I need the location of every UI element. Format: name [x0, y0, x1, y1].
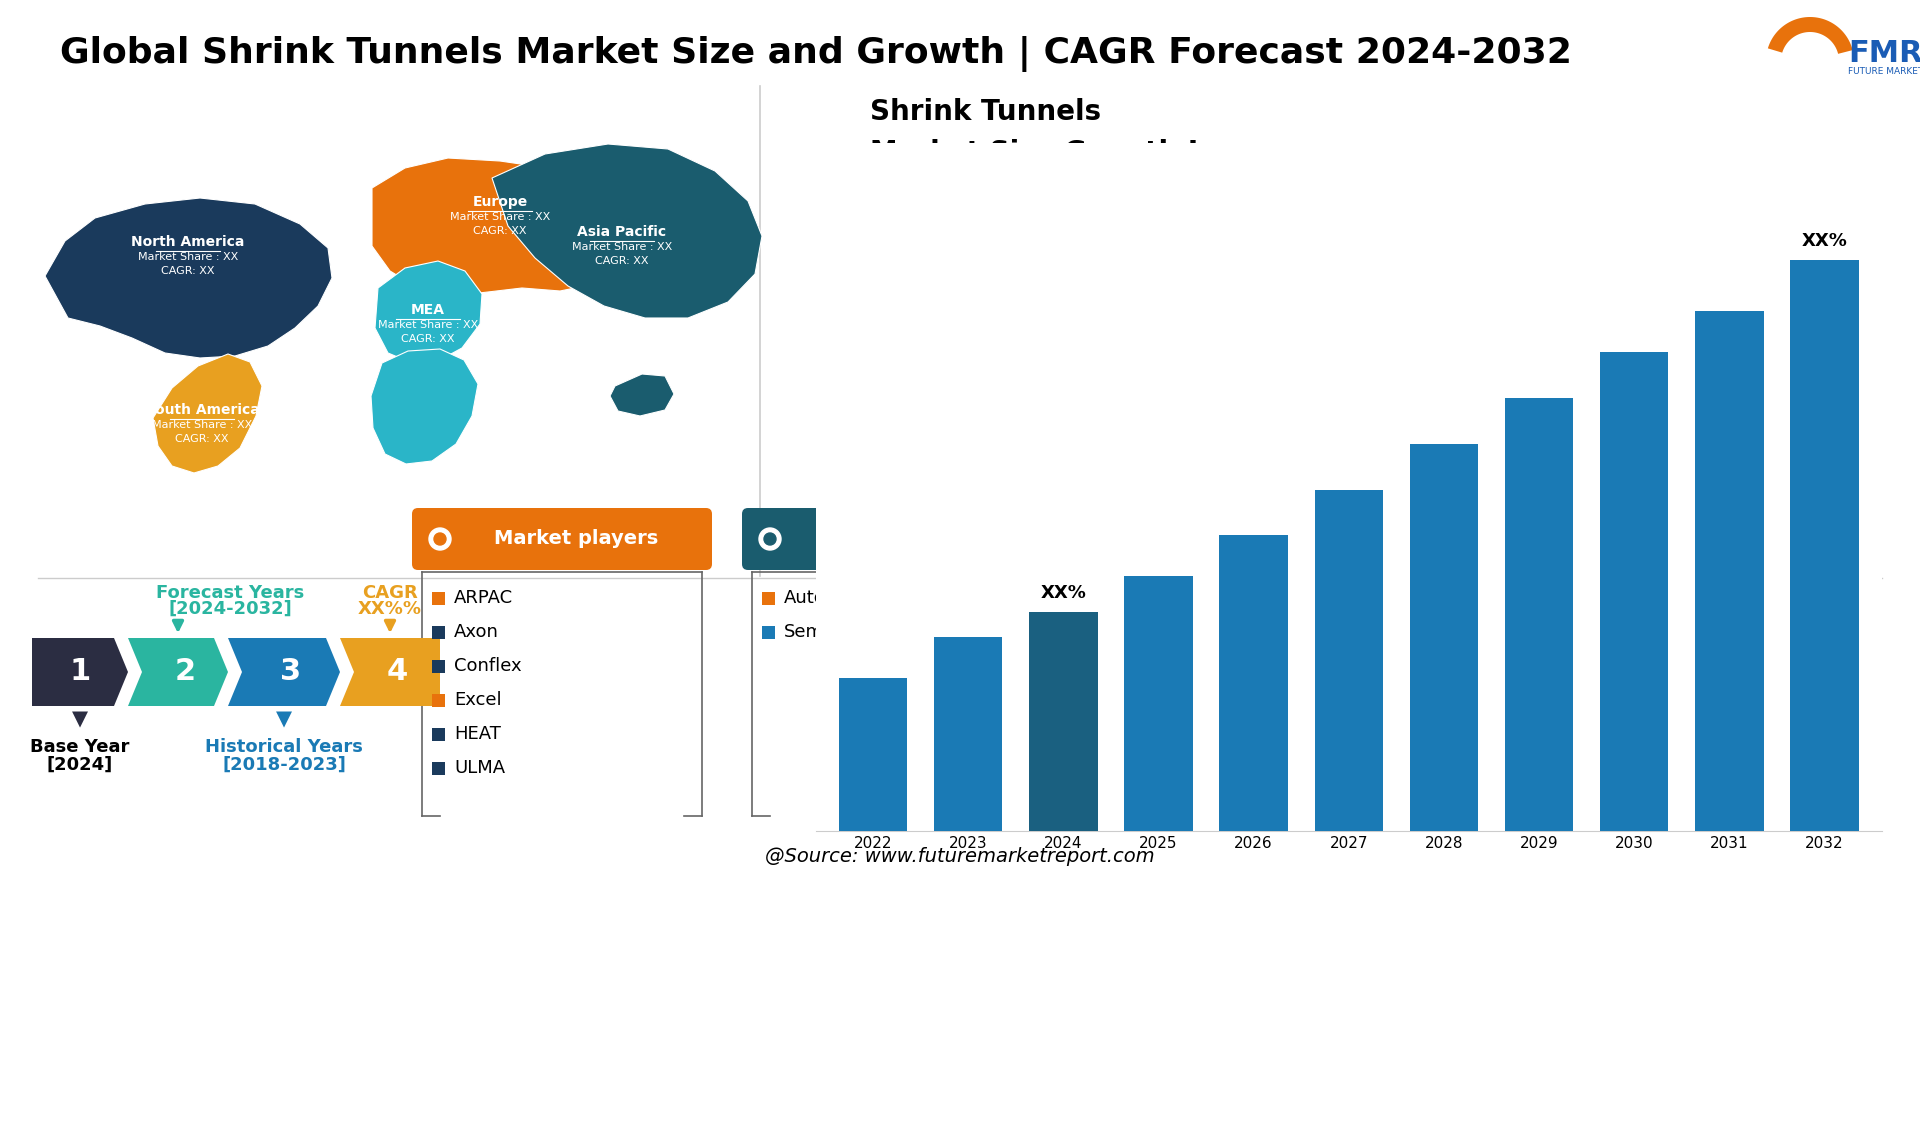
- Text: ULMA: ULMA: [453, 759, 505, 777]
- Text: Auto: Auto: [783, 589, 826, 607]
- Polygon shape: [611, 374, 674, 416]
- Text: Pharmaceutical: Pharmaceutical: [1114, 759, 1254, 777]
- Bar: [1315, 489, 1382, 831]
- Text: CAGR: CAGR: [363, 584, 419, 602]
- Bar: [1409, 444, 1478, 831]
- Text: By application: By application: [1158, 529, 1315, 549]
- Text: Axon: Axon: [453, 623, 499, 641]
- Polygon shape: [44, 198, 332, 358]
- Bar: [1125, 576, 1192, 831]
- Polygon shape: [372, 158, 630, 296]
- Polygon shape: [154, 354, 261, 473]
- FancyBboxPatch shape: [1092, 762, 1106, 775]
- FancyBboxPatch shape: [762, 626, 776, 639]
- Polygon shape: [340, 638, 440, 706]
- Text: [2018-2023]: [2018-2023]: [223, 756, 346, 774]
- FancyBboxPatch shape: [432, 592, 445, 605]
- Bar: [1789, 260, 1859, 831]
- Text: Shrink Tunnels
Market Size Growth In
Bln or Mln: Shrink Tunnels Market Size Growth In Bln…: [870, 99, 1217, 209]
- Text: Market Share : XX
CAGR: XX: Market Share : XX CAGR: XX: [449, 212, 551, 236]
- Text: 1: 1: [69, 658, 90, 686]
- Circle shape: [434, 533, 445, 545]
- Text: Semi: Semi: [783, 623, 829, 641]
- Text: Market players: Market players: [493, 529, 659, 549]
- Bar: [1029, 612, 1098, 831]
- Text: ARPAC: ARPAC: [453, 589, 513, 607]
- Circle shape: [1094, 533, 1106, 545]
- Text: Market Share : XX
CAGR: XX: Market Share : XX CAGR: XX: [138, 252, 238, 276]
- Text: Base Year: Base Year: [31, 738, 131, 756]
- Polygon shape: [371, 350, 478, 464]
- Text: Market Share : XX
CAGR: XX: Market Share : XX CAGR: XX: [152, 419, 252, 444]
- Text: Excel: Excel: [453, 691, 501, 709]
- FancyBboxPatch shape: [432, 762, 445, 775]
- Text: FMR: FMR: [1847, 39, 1920, 68]
- FancyBboxPatch shape: [1092, 660, 1106, 673]
- Text: South America: South America: [144, 403, 259, 417]
- Polygon shape: [129, 638, 228, 706]
- FancyBboxPatch shape: [1092, 626, 1106, 639]
- Text: 3: 3: [280, 658, 301, 686]
- Text: Europe: Europe: [472, 195, 528, 209]
- Text: MEA: MEA: [411, 303, 445, 317]
- Text: XX%%: XX%%: [357, 601, 422, 618]
- Polygon shape: [1768, 17, 1853, 54]
- FancyBboxPatch shape: [741, 508, 1043, 570]
- Polygon shape: [374, 261, 482, 363]
- Text: Asia Pacific: Asia Pacific: [578, 225, 666, 240]
- Text: Household: Household: [1114, 691, 1210, 709]
- Text: ▼: ▼: [73, 709, 88, 729]
- Bar: [1695, 312, 1764, 831]
- Text: @Source: www.futuremarketreport.com: @Source: www.futuremarketreport.com: [766, 847, 1154, 865]
- Polygon shape: [492, 144, 762, 317]
- Text: Market Share : XX
CAGR: XX: Market Share : XX CAGR: XX: [572, 242, 672, 266]
- Text: ▼: ▼: [276, 709, 292, 729]
- FancyBboxPatch shape: [1071, 508, 1373, 570]
- Bar: [1505, 398, 1572, 831]
- FancyBboxPatch shape: [762, 592, 776, 605]
- Text: Historical Years: Historical Years: [205, 738, 363, 756]
- Polygon shape: [1803, 41, 1822, 63]
- Text: Others: Others: [1114, 725, 1175, 743]
- Text: Market Share : XX
CAGR: XX: Market Share : XX CAGR: XX: [378, 320, 478, 344]
- FancyBboxPatch shape: [432, 660, 445, 673]
- Bar: [839, 678, 908, 831]
- Text: [2024]: [2024]: [46, 756, 113, 774]
- Text: Forecast Years: Forecast Years: [156, 584, 303, 602]
- Bar: [1599, 352, 1668, 831]
- Text: XX%: XX%: [1801, 233, 1847, 250]
- Circle shape: [428, 528, 451, 550]
- FancyBboxPatch shape: [413, 508, 712, 570]
- FancyBboxPatch shape: [432, 694, 445, 707]
- Text: FUTURE MARKET REPORT: FUTURE MARKET REPORT: [1847, 68, 1920, 77]
- Text: Electronics: Electronics: [1114, 623, 1212, 641]
- FancyBboxPatch shape: [1092, 728, 1106, 741]
- Polygon shape: [228, 638, 340, 706]
- Circle shape: [1089, 528, 1112, 550]
- Text: XX%: XX%: [1041, 583, 1087, 602]
- Bar: [933, 637, 1002, 831]
- FancyBboxPatch shape: [1092, 592, 1106, 605]
- Bar: [1219, 535, 1288, 831]
- Text: [2024-2032]: [2024-2032]: [169, 601, 292, 618]
- Text: Cosmetics: Cosmetics: [1114, 589, 1208, 607]
- Text: HEAT: HEAT: [453, 725, 501, 743]
- Circle shape: [764, 533, 776, 545]
- Polygon shape: [33, 638, 129, 706]
- Text: 4: 4: [386, 658, 407, 686]
- Text: Global Shrink Tunnels Market Size and Growth | CAGR Forecast 2024-2032: Global Shrink Tunnels Market Size and Gr…: [60, 36, 1572, 72]
- Text: Conflex: Conflex: [453, 657, 522, 675]
- FancyBboxPatch shape: [432, 626, 445, 639]
- Text: Food: Food: [1114, 657, 1158, 675]
- Circle shape: [758, 528, 781, 550]
- Text: 2: 2: [175, 658, 196, 686]
- Text: By type: By type: [864, 529, 948, 549]
- FancyBboxPatch shape: [432, 728, 445, 741]
- Text: North America: North America: [131, 235, 244, 249]
- FancyBboxPatch shape: [1092, 694, 1106, 707]
